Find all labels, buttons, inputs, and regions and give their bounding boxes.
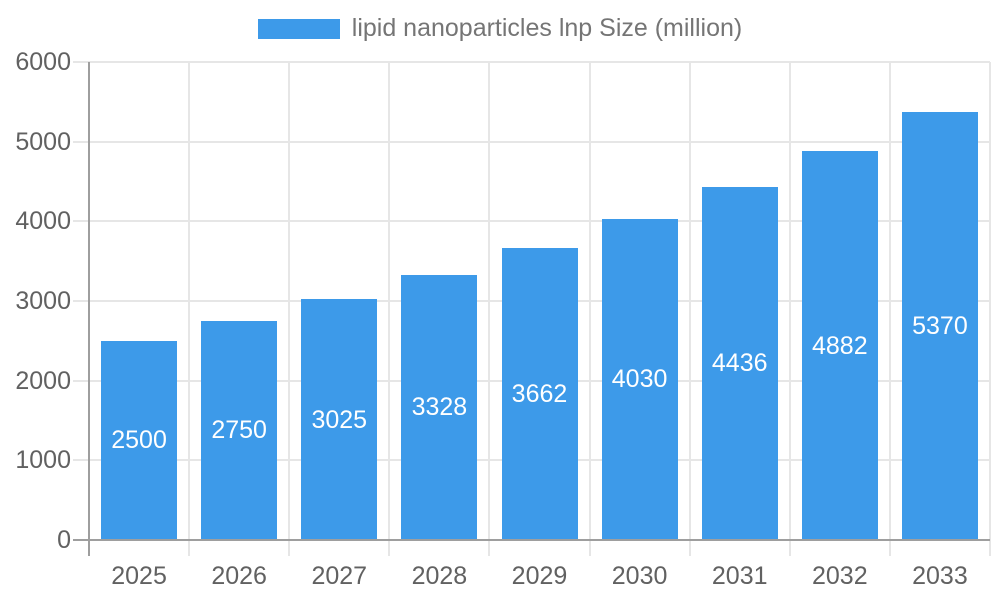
x-gridline (488, 62, 491, 556)
bar-2031[interactable] (701, 186, 778, 540)
y-axis-tick-label: 1000 (15, 446, 71, 475)
x-gridline (188, 62, 191, 556)
x-axis-tick-label: 2030 (611, 562, 668, 590)
y-axis-line (88, 62, 90, 556)
y-gridline (73, 140, 990, 143)
x-gridline (288, 62, 291, 556)
x-gridline (989, 62, 991, 556)
x-gridline (888, 62, 891, 556)
x-axis-line (73, 539, 990, 541)
bar-value-label: 3025 (311, 405, 368, 434)
bar-value-label: 3662 (511, 380, 568, 409)
y-axis-tick-label: 5000 (15, 127, 71, 156)
x-axis-tick-label: 2032 (812, 562, 868, 590)
y-axis-tick-label: 6000 (15, 48, 71, 76)
x-axis-tick-label: 2026 (211, 562, 267, 590)
y-gridline (73, 220, 990, 223)
y-axis-tick-label: 4000 (15, 207, 71, 236)
bar-2030[interactable] (601, 218, 678, 540)
bar-value-label: 4882 (812, 331, 868, 360)
bar-value-label: 4436 (711, 349, 768, 378)
x-gridline (788, 62, 791, 556)
x-gridline (388, 62, 391, 556)
x-axis-tick-label: 2029 (511, 562, 568, 590)
x-axis-tick-label: 2025 (111, 562, 167, 590)
bar-value-label: 2500 (111, 426, 167, 455)
bar-2026[interactable] (201, 320, 278, 540)
x-axis-tick-label: 2031 (711, 562, 768, 590)
bar-value-label: 5370 (912, 312, 968, 341)
bar-2025[interactable] (101, 340, 178, 540)
x-gridline (688, 62, 691, 556)
legend-label: lipid nanoparticles lnp Size (million) (351, 14, 743, 42)
bar-value-label: 3328 (411, 393, 468, 422)
bar-2032[interactable] (801, 151, 878, 540)
x-axis-tick-label: 2033 (912, 562, 968, 590)
bar-value-label: 2750 (211, 416, 267, 445)
y-gridline (73, 61, 990, 63)
bar-2027[interactable] (301, 299, 378, 540)
y-axis-tick-label: 3000 (15, 287, 71, 315)
bar-2029[interactable] (501, 248, 578, 540)
x-gridline (588, 62, 591, 556)
x-axis-tick-label: 2028 (411, 562, 468, 590)
y-axis-tick-label: 2000 (15, 366, 71, 395)
bar-2033[interactable] (901, 112, 978, 540)
bar-value-label: 4030 (611, 365, 668, 394)
y-axis-tick-label: 0 (57, 526, 71, 554)
chart-legend: lipid nanoparticles lnp Size (million) (0, 14, 1000, 43)
legend-swatch (257, 18, 340, 39)
bar-2028[interactable] (401, 274, 478, 540)
x-axis-tick-label: 2027 (311, 562, 368, 590)
